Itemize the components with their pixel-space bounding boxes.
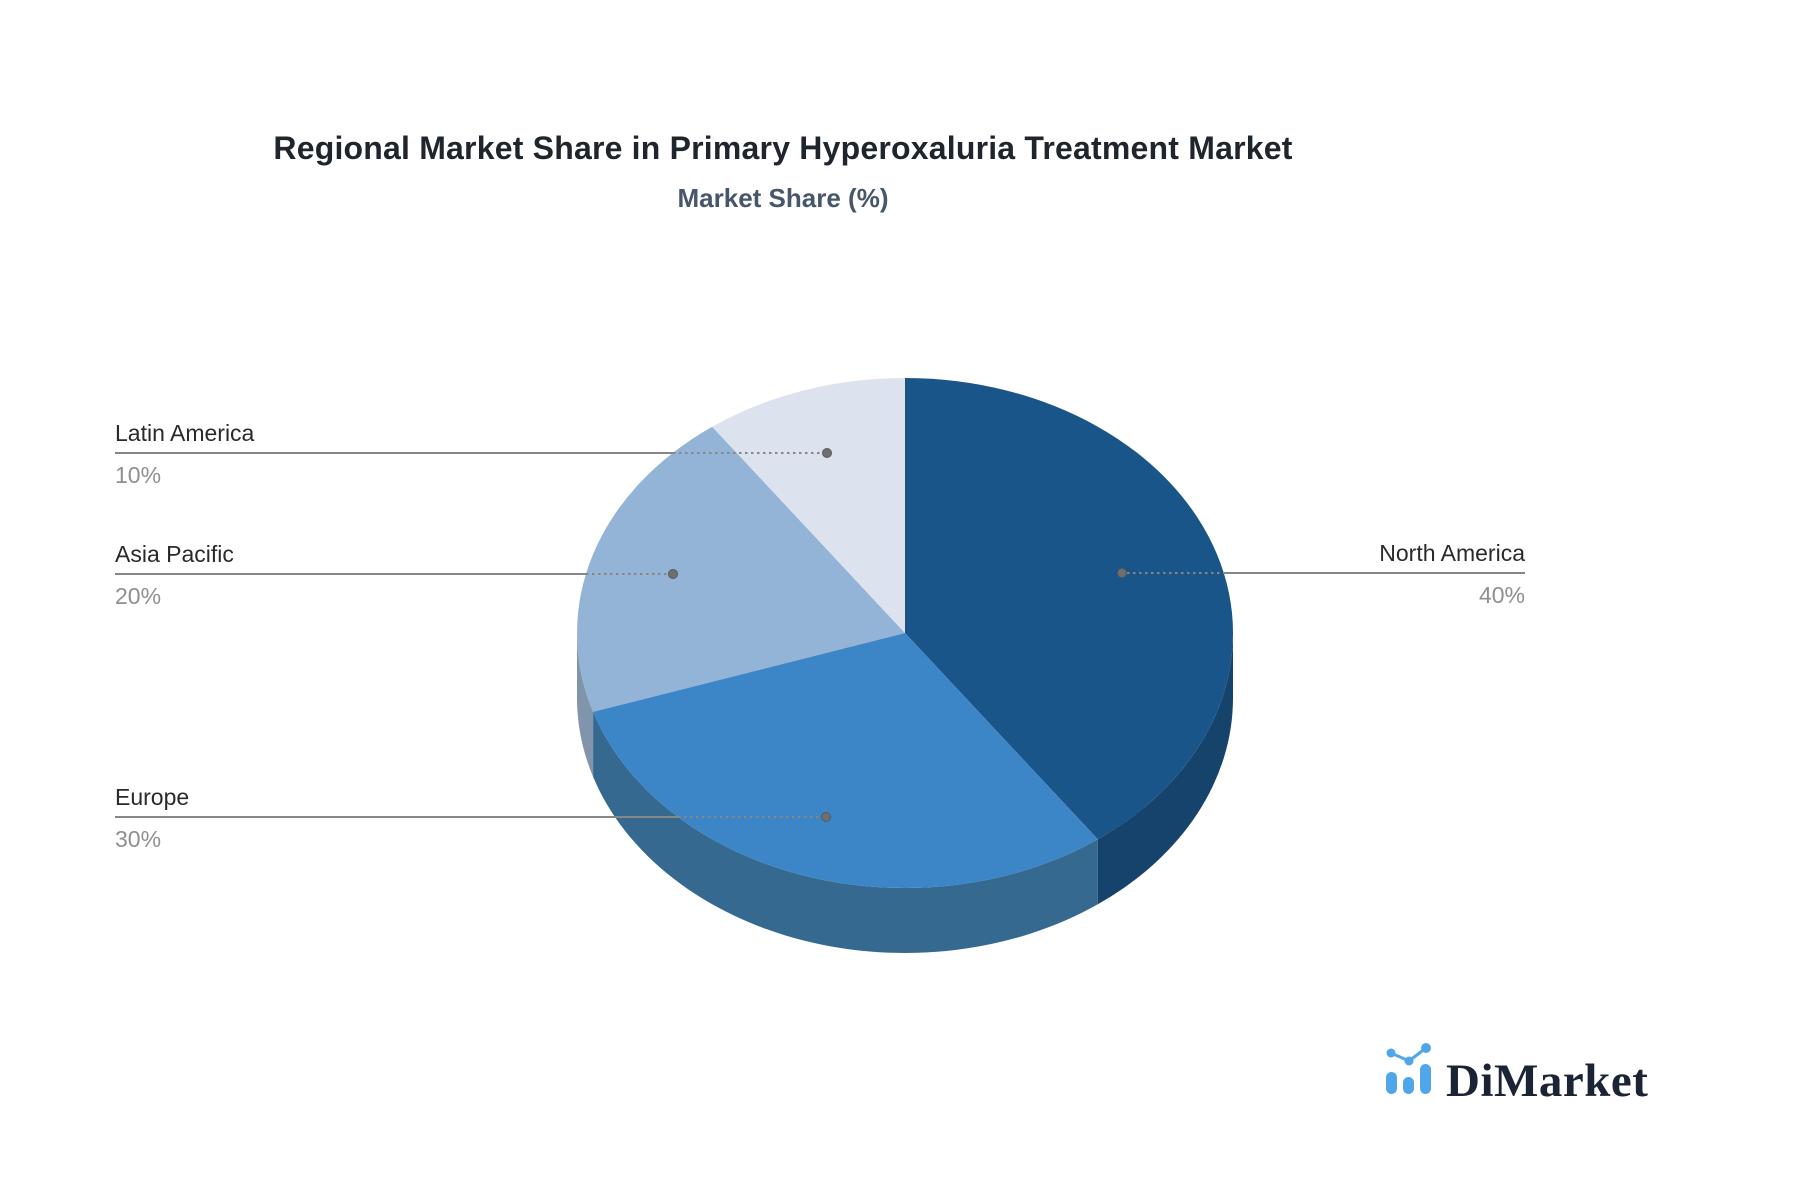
bar-line-chart-icon xyxy=(1386,1043,1431,1094)
label-europe: Europe xyxy=(115,784,190,810)
chart-subtitle: Market Share (%) xyxy=(677,183,889,213)
value-europe: 30% xyxy=(115,826,162,852)
pie-slice-north-america-side xyxy=(1097,633,1233,905)
pie-slice-latin-america[interactable] xyxy=(712,378,905,633)
pie-slice-europe-side xyxy=(593,711,1098,953)
label-north-america: North America xyxy=(1379,540,1525,566)
pie-slice-europe[interactable] xyxy=(593,633,1098,888)
pie-slice-asia-pacific[interactable] xyxy=(577,426,905,712)
marker-europe xyxy=(821,812,831,822)
label-asia-pacific: Asia Pacific xyxy=(115,541,234,567)
pie-slice-north-america[interactable] xyxy=(905,377,1234,840)
pie-slice-asia-pacific-side xyxy=(577,633,594,777)
brand-logo: DiMarket xyxy=(1386,1043,1648,1107)
chart-title: Regional Market Share in Primary Hyperox… xyxy=(273,130,1293,166)
marker-north-america xyxy=(1117,568,1127,578)
marker-latin-america xyxy=(822,448,832,458)
value-north-america: 40% xyxy=(1478,582,1525,608)
value-asia-pacific: 20% xyxy=(115,583,162,609)
marker-asia-pacific xyxy=(668,569,678,579)
brand-wordmark: DiMarket xyxy=(1446,1055,1648,1107)
value-latin-america: 10% xyxy=(115,462,162,488)
label-latin-america: Latin America xyxy=(115,420,255,446)
